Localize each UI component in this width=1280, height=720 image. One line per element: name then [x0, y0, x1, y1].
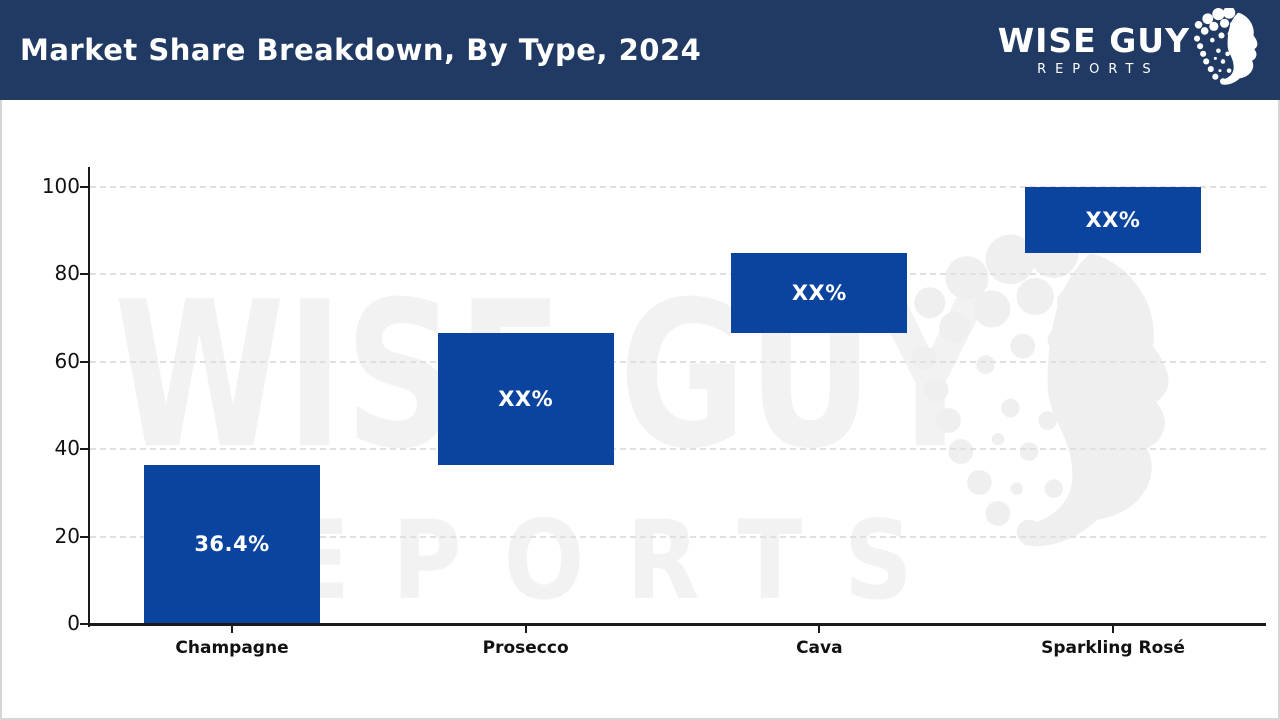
x-tick-mark: [231, 626, 233, 633]
bar-prosecco: XX%: [437, 332, 614, 465]
y-tick-mark: [80, 623, 88, 625]
gridline: [90, 186, 1266, 188]
header-bar: Market Share Breakdown, By Type, 2024 WI…: [0, 0, 1280, 100]
watermark-face-icon: [911, 228, 1169, 547]
y-tick-mark: [80, 360, 88, 363]
brand-subtitle: REPORTS: [1037, 61, 1160, 77]
gridline: [90, 448, 1266, 451]
bar-value-label: XX%: [791, 280, 847, 305]
y-axis-line: [88, 167, 90, 627]
x-axis-line: [88, 623, 1266, 626]
bar-sparkling-ros-: XX%: [1025, 187, 1201, 253]
bar-cava: XX%: [731, 252, 908, 333]
bar-champagne: 36.4%: [144, 464, 320, 624]
x-tick-label: Prosecco: [482, 638, 569, 658]
brand-face-icon: [1193, 8, 1258, 85]
brand-logo: WISE GUY REPORTS: [998, 8, 1262, 92]
brand-name: WISE GUY: [997, 20, 1190, 60]
x-tick-label: Cava: [796, 638, 843, 658]
chart-area: WISE GUY REPORTS 0 20 40 60 80 100 36.4% Champa…: [0, 100, 1280, 720]
y-tick-label: 20: [54, 523, 80, 548]
y-tick-label: 60: [54, 348, 80, 373]
gridline: [90, 360, 1266, 363]
y-tick-label: 40: [54, 436, 80, 461]
x-tick-mark: [524, 626, 527, 633]
brand-logo-text: WISE GUY REPORTS: [998, 24, 1190, 77]
x-tick-mark: [1112, 626, 1114, 633]
y-tick-mark: [80, 186, 88, 188]
y-tick-label: 0: [67, 611, 80, 635]
bar-value-label: XX%: [498, 386, 554, 411]
y-tick-label: 80: [54, 261, 80, 286]
x-tick-label: Champagne: [175, 638, 289, 658]
x-tick-label: Sparkling Rosé: [1041, 638, 1185, 658]
bar-value-label: 36.4%: [194, 532, 270, 557]
gridline: [90, 273, 1266, 276]
x-tick-mark: [818, 626, 821, 633]
y-tick-mark: [80, 448, 88, 451]
bar-value-label: XX%: [1085, 207, 1141, 232]
y-tick-label: 100: [41, 174, 80, 198]
y-tick-mark: [80, 535, 88, 538]
gridline: [90, 535, 1266, 538]
page-title: Market Share Breakdown, By Type, 2024: [20, 33, 702, 67]
y-tick-mark: [80, 273, 88, 276]
